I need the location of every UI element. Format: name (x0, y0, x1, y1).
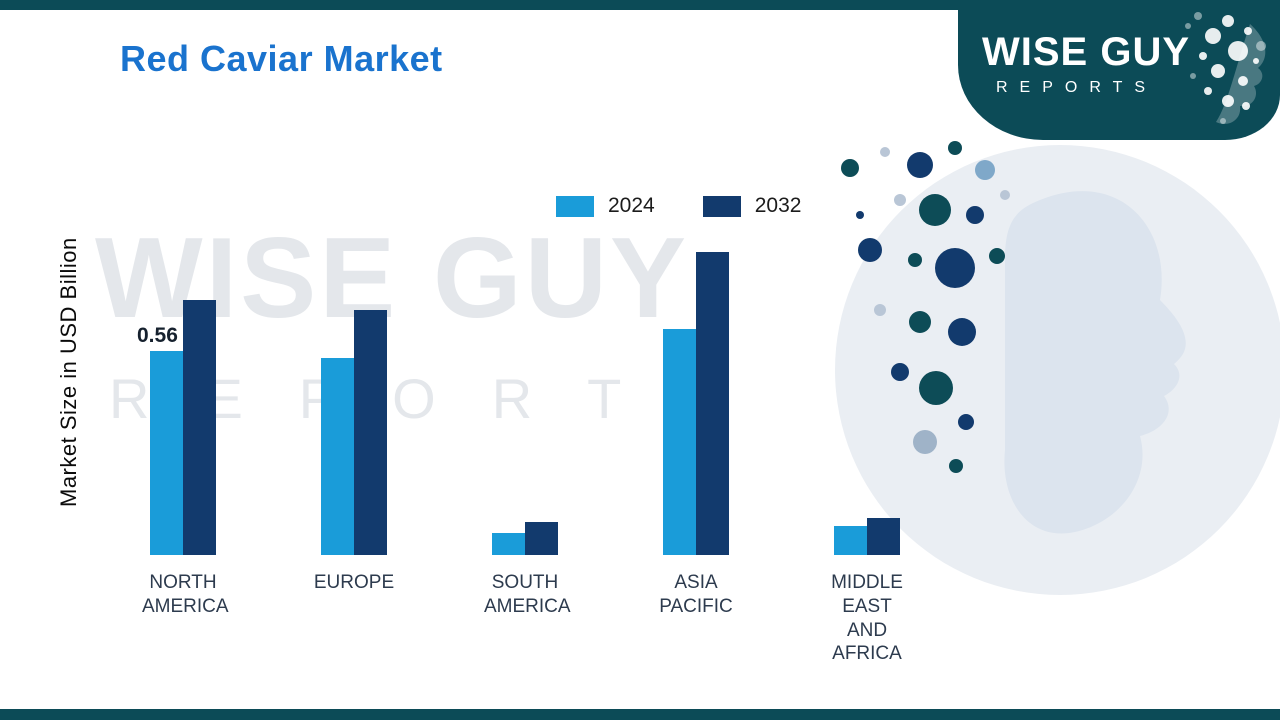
logo-face-icon (1185, 12, 1266, 125)
top-brand-strip (0, 0, 1280, 10)
bar-2024-middle-east-and-africa (834, 526, 867, 555)
legend-label-2024: 2024 (608, 194, 655, 217)
chart-legend: 2024 2032 (556, 194, 801, 218)
legend-swatch-2024 (556, 195, 594, 217)
bar-2024-europe (321, 358, 354, 555)
decorative-dots (841, 141, 1010, 473)
bar-group-europe: EUROPE (314, 310, 394, 593)
category-label-south-america: SOUTH AMERICA (484, 572, 571, 617)
bar-value-label: 0.56 (137, 324, 178, 347)
bar-2024-asia-pacific (663, 329, 696, 555)
bar-2032-europe (354, 310, 387, 555)
bar-2024-south-america (492, 533, 525, 555)
legend-label-2032: 2032 (754, 194, 802, 217)
bar-pair (492, 522, 558, 555)
bar-group-south-america: SOUTH AMERICA (484, 522, 571, 617)
page-title: Red Caviar Market (120, 38, 443, 79)
bar-2032-south-america (525, 522, 558, 555)
bar-group-asia-pacific: ASIA PACIFIC (659, 252, 733, 617)
category-label-middle-east-and-africa: MIDDLE EAST AND AFRICA (831, 572, 903, 665)
logo-text: WISE GUY REPORTS (982, 32, 1190, 97)
category-label-europe: EUROPE (313, 572, 395, 593)
legend-item-2032: 2032 (702, 194, 802, 218)
bar-chart: 0.56 NORTH AMERICA EUROPE SOUTH AMERICA ASIA… (137, 190, 903, 664)
wiseguy-reports-logo: WISE GUY REPORTS (958, 0, 1280, 140)
bar-pair: 0.56 (137, 300, 216, 555)
bar-pair (834, 518, 900, 555)
category-label-north-america: NORTH AMERICA (142, 572, 229, 617)
logo-reports-text: REPORTS (996, 79, 1158, 96)
bar-group-middle-east-and-africa: MIDDLE EAST AND AFRICA (831, 518, 903, 664)
legend-item-2024: 2024 (556, 194, 655, 218)
legend-swatch-2032 (702, 195, 741, 217)
y-axis-label: Market Size in USD Billion (56, 237, 81, 508)
bar-2032-middle-east-and-africa (867, 518, 900, 555)
bar-pair (663, 252, 729, 555)
bar-2032-north-america (183, 300, 216, 555)
bar-group-north-america: 0.56 NORTH AMERICA (137, 300, 229, 617)
category-label-asia-pacific: ASIA PACIFIC (659, 572, 733, 617)
bar-2024-north-america: 0.56 (137, 324, 183, 555)
bottom-brand-strip (0, 709, 1280, 720)
bar-2032-asia-pacific (696, 252, 729, 555)
bar-pair (321, 310, 387, 555)
logo-wiseguy-text: WISE GUY (982, 30, 1191, 74)
